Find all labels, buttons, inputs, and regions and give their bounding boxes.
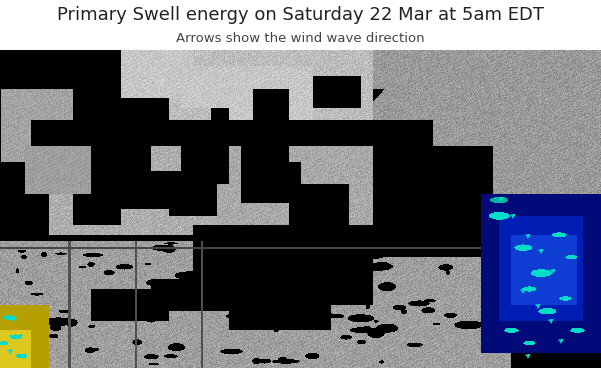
Text: Primary Swell energy on Saturday 22 Mar at 5am EDT: Primary Swell energy on Saturday 22 Mar …	[57, 6, 544, 24]
Text: Arrows show the wind wave direction: Arrows show the wind wave direction	[176, 32, 425, 46]
